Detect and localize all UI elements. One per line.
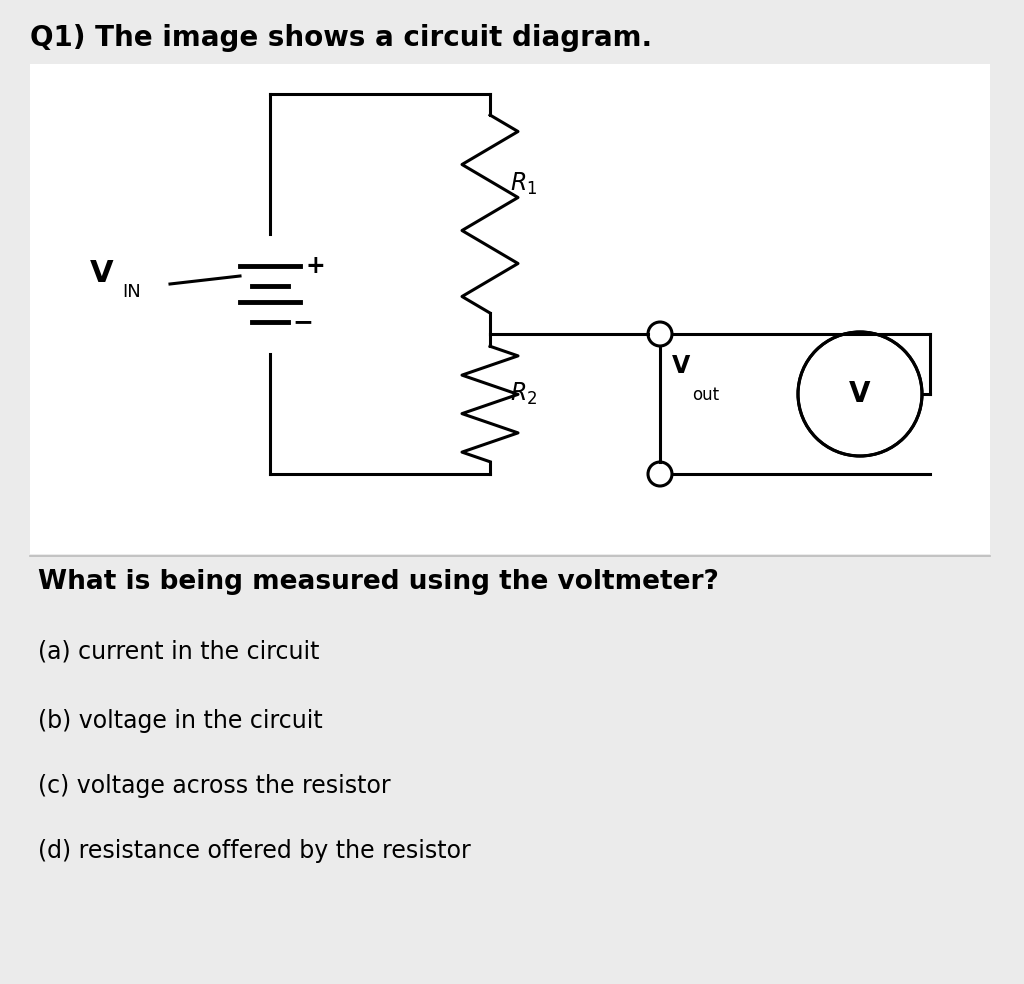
Text: V: V	[90, 260, 114, 288]
Text: V: V	[849, 380, 870, 408]
Text: What is being measured using the voltmeter?: What is being measured using the voltmet…	[38, 569, 719, 595]
Text: Q1) The image shows a circuit diagram.: Q1) The image shows a circuit diagram.	[30, 24, 652, 52]
Text: $R_2$: $R_2$	[510, 381, 538, 407]
Circle shape	[798, 332, 922, 456]
Text: (b) voltage in the circuit: (b) voltage in the circuit	[38, 709, 323, 733]
Text: (a) current in the circuit: (a) current in the circuit	[38, 639, 319, 663]
Bar	[30, 64, 990, 554]
Text: (c) voltage across the resistor: (c) voltage across the resistor	[38, 774, 390, 798]
Text: IN: IN	[122, 283, 140, 301]
Text: +: +	[305, 254, 325, 278]
Text: out: out	[692, 386, 719, 404]
Text: V: V	[672, 354, 690, 378]
Text: −: −	[292, 310, 313, 334]
Text: (d) resistance offered by the resistor: (d) resistance offered by the resistor	[38, 839, 471, 863]
Text: $R_1$: $R_1$	[510, 171, 538, 197]
